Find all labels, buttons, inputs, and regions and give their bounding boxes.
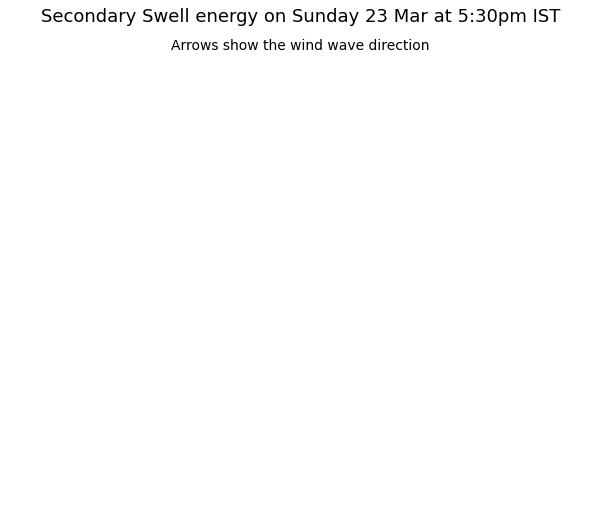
Text: Secondary Swell energy on Sunday 23 Mar at 5:30pm IST: Secondary Swell energy on Sunday 23 Mar … [41,8,560,26]
Text: Arrows show the wind wave direction: Arrows show the wind wave direction [171,39,430,53]
